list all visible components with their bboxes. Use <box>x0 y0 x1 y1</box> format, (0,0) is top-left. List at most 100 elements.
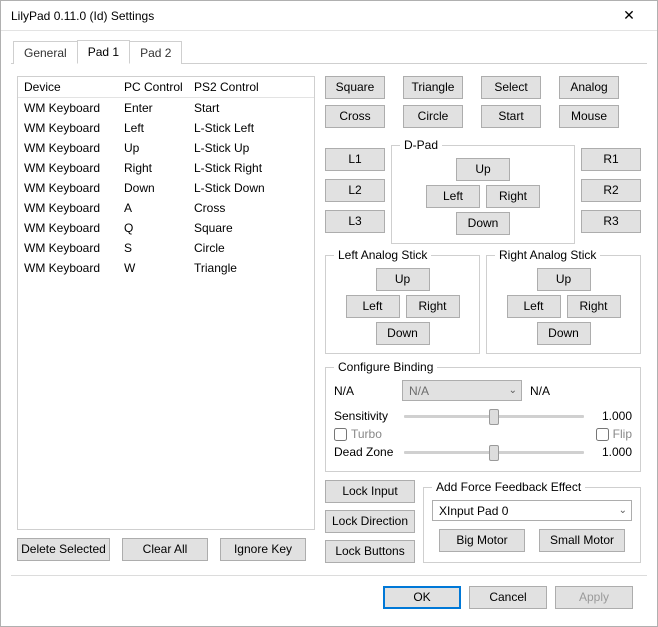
big-motor-button[interactable]: Big Motor <box>439 529 525 552</box>
deadzone-label: Dead Zone <box>334 445 398 459</box>
lstick-left-button[interactable]: Left <box>346 295 400 318</box>
flip-checkbox[interactable]: Flip <box>596 427 632 441</box>
rstick-left-button[interactable]: Left <box>507 295 561 318</box>
dpad-group: D-Pad Up Left Right Down <box>391 138 575 244</box>
r3-button[interactable]: R3 <box>581 210 641 233</box>
rstick-right-button[interactable]: Right <box>567 295 621 318</box>
l1-button[interactable]: L1 <box>325 148 385 171</box>
table-row[interactable]: WM KeyboardSCircle <box>18 238 314 258</box>
lstick-right-button[interactable]: Right <box>406 295 460 318</box>
r1-button[interactable]: R1 <box>581 148 641 171</box>
left-column: Device PC Control PS2 Control WM Keyboar… <box>17 76 315 563</box>
tab-general[interactable]: General <box>13 41 78 64</box>
close-icon[interactable]: ✕ <box>609 7 649 24</box>
configure-binding-group: Configure Binding N/A N/A ⌄ N/A Sensitiv… <box>325 360 641 472</box>
table-row[interactable]: WM KeyboardWTriangle <box>18 258 314 278</box>
cell-ps2: L-Stick Up <box>194 141 304 155</box>
sensitivity-value: 1.000 <box>590 409 632 423</box>
table-row[interactable]: WM KeyboardACross <box>18 198 314 218</box>
bindings-header: Device PC Control PS2 Control <box>18 77 314 98</box>
mid-row: L1 L2 L3 D-Pad Up Left Right Down R1 R2 <box>325 138 641 244</box>
lstick-down-button[interactable]: Down <box>376 322 430 345</box>
small-motor-button[interactable]: Small Motor <box>539 529 625 552</box>
cell-pc: W <box>124 261 194 275</box>
left-stick-legend: Left Analog Stick <box>334 248 431 262</box>
bindings-listview[interactable]: Device PC Control PS2 Control WM Keyboar… <box>17 76 315 530</box>
ignore-key-button[interactable]: Ignore Key <box>220 538 306 561</box>
lock-ffe-row: Lock Input Lock Direction Lock Buttons A… <box>325 480 641 563</box>
l3-button[interactable]: L3 <box>325 210 385 233</box>
cell-device: WM Keyboard <box>24 141 124 155</box>
right-stick-legend: Right Analog Stick <box>495 248 600 262</box>
analog-row: Left Analog Stick Up Left Right Down Rig… <box>325 248 641 354</box>
rstick-up-button[interactable]: Up <box>537 268 591 291</box>
table-row[interactable]: WM KeyboardQSquare <box>18 218 314 238</box>
dialog-content: General Pad 1 Pad 2 Device PC Control PS… <box>1 31 657 609</box>
dialog-button-row: OK Cancel Apply <box>11 575 647 609</box>
tab-pad1[interactable]: Pad 1 <box>77 40 130 64</box>
dpad-left-button[interactable]: Left <box>426 185 480 208</box>
start-button[interactable]: Start <box>481 105 541 128</box>
dpad-down-button[interactable]: Down <box>456 212 510 235</box>
cell-ps2: L-Stick Right <box>194 161 304 175</box>
lock-input-button[interactable]: Lock Input <box>325 480 415 503</box>
turbo-flip-row: Turbo Flip <box>334 427 632 441</box>
l2-button[interactable]: L2 <box>325 179 385 202</box>
r2-button[interactable]: R2 <box>581 179 641 202</box>
slider-thumb[interactable] <box>489 409 499 425</box>
mouse-button[interactable]: Mouse <box>559 105 619 128</box>
lock-buttons-button[interactable]: Lock Buttons <box>325 540 415 563</box>
right-column: Square Triangle Select Analog Cross Circ… <box>325 76 641 563</box>
cross-button[interactable]: Cross <box>325 105 385 128</box>
right-stick-group: Right Analog Stick Up Left Right Down <box>486 248 641 354</box>
clear-all-button[interactable]: Clear All <box>122 538 208 561</box>
binding-combo-value: N/A <box>409 384 429 398</box>
titlebar: LilyPad 0.11.0 (Id) Settings ✕ <box>1 1 657 31</box>
ok-button[interactable]: OK <box>383 586 461 609</box>
table-row[interactable]: WM KeyboardDownL-Stick Down <box>18 178 314 198</box>
left-button-row: Delete Selected Clear All Ignore Key <box>17 538 315 561</box>
flip-checkbox-input[interactable] <box>596 428 609 441</box>
table-row[interactable]: WM KeyboardLeftL-Stick Left <box>18 118 314 138</box>
window-title: LilyPad 0.11.0 (Id) Settings <box>11 9 154 23</box>
slider-thumb[interactable] <box>489 445 499 461</box>
table-row[interactable]: WM KeyboardUpL-Stick Up <box>18 138 314 158</box>
lock-direction-button[interactable]: Lock Direction <box>325 510 415 533</box>
turbo-checkbox-input[interactable] <box>334 428 347 441</box>
configure-binding-legend: Configure Binding <box>334 360 437 374</box>
circle-button[interactable]: Circle <box>403 105 463 128</box>
binding-combo[interactable]: N/A ⌄ <box>402 380 522 401</box>
table-row[interactable]: WM KeyboardRightL-Stick Right <box>18 158 314 178</box>
col-header-ps2[interactable]: PS2 Control <box>194 80 304 94</box>
select-button[interactable]: Select <box>481 76 541 99</box>
analog-button[interactable]: Analog <box>559 76 619 99</box>
cancel-button[interactable]: Cancel <box>469 586 547 609</box>
delete-selected-button[interactable]: Delete Selected <box>17 538 110 561</box>
bindings-rows: WM KeyboardEnterStartWM KeyboardLeftL-St… <box>18 98 314 278</box>
col-header-device[interactable]: Device <box>24 80 124 94</box>
cell-ps2: L-Stick Left <box>194 121 304 135</box>
cell-ps2: Cross <box>194 201 304 215</box>
deadzone-slider[interactable] <box>404 443 584 461</box>
turbo-label: Turbo <box>351 427 382 441</box>
cell-pc: S <box>124 241 194 255</box>
ffe-legend: Add Force Feedback Effect <box>432 480 585 494</box>
tab-pad2[interactable]: Pad 2 <box>129 41 182 64</box>
dpad-up-button[interactable]: Up <box>456 158 510 181</box>
turbo-checkbox[interactable]: Turbo <box>334 427 398 441</box>
cell-device: WM Keyboard <box>24 121 124 135</box>
lstick-up-button[interactable]: Up <box>376 268 430 291</box>
tab-strip: General Pad 1 Pad 2 <box>13 39 647 63</box>
binding-na-right: N/A <box>530 384 550 398</box>
rstick-down-button[interactable]: Down <box>537 322 591 345</box>
triangle-button[interactable]: Triangle <box>403 76 463 99</box>
ffe-device-combo[interactable]: XInput Pad 0 ⌄ <box>432 500 632 521</box>
cell-pc: A <box>124 201 194 215</box>
square-button[interactable]: Square <box>325 76 385 99</box>
cell-ps2: L-Stick Down <box>194 181 304 195</box>
col-header-pc[interactable]: PC Control <box>124 80 194 94</box>
dpad-right-button[interactable]: Right <box>486 185 540 208</box>
table-row[interactable]: WM KeyboardEnterStart <box>18 98 314 118</box>
sensitivity-slider[interactable] <box>404 407 584 425</box>
apply-button[interactable]: Apply <box>555 586 633 609</box>
